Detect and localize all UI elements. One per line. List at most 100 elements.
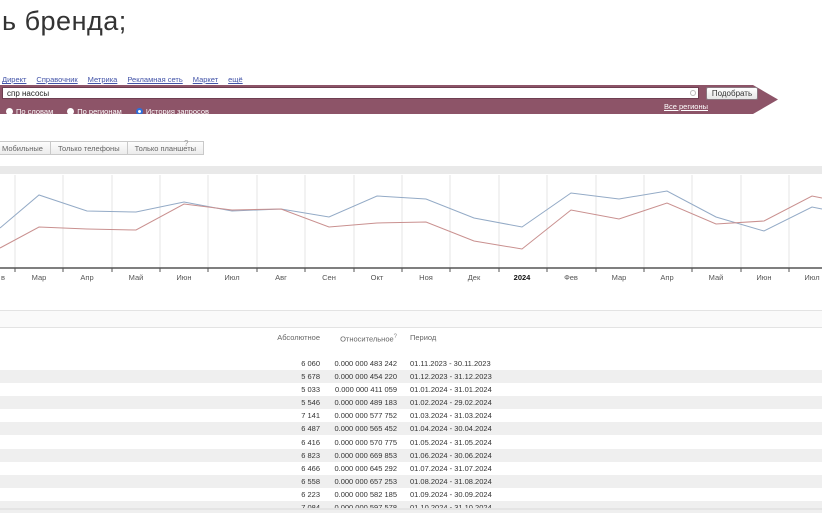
cell-relative: 0.000 000 577 752 [334,411,397,421]
chart-x-label: Апр [660,273,673,282]
cell-relative: 0.000 000 597 578 [307,501,397,513]
cell-relative: 0.000 000 489 183 [334,398,397,408]
cell-relative: 0.000 000 645 292 [334,463,397,473]
nav-link-4[interactable]: Рекламная сеть [127,75,183,84]
cell-relative: 0.000 000 570 775 [334,437,397,447]
chart-x-label: Май [709,273,724,282]
cell-relative: 0.000 000 411 059 [334,385,397,395]
cell-period: 01.09.2024 - 30.09.2024 [410,489,492,499]
cell-absolute: 6 558 [301,476,320,486]
cell-absolute: 6 060 [301,359,320,368]
cell-absolute: 5 033 [301,385,320,395]
device-tab-1[interactable]: Мобильные [0,141,51,155]
chart-x-label: 2024 [514,273,532,282]
chart-x-label: Апр [80,273,93,282]
search-mode-3[interactable]: История запросов [135,101,209,116]
radio-selected-icon[interactable] [135,108,143,114]
top-nav: Директ Справочник Метрика Рекламная сеть Мар… [2,69,253,87]
cell-relative: 0.000 000 582 185 [334,489,397,499]
cell-absolute: 6 487 [301,424,320,434]
nav-link-6[interactable]: ещё [228,75,243,84]
table-row: 6 416 0.000 000 570 775 01.05.2024 - 31.05… [0,436,822,449]
cell-period: 01.08.2024 - 31.08.2024 [410,476,492,486]
chart-x-label: Мар [612,273,627,282]
chart-x-label: Дек [468,273,481,282]
cell-relative: 0.000 000 669 853 [334,450,397,460]
cell-absolute: 5 678 [301,372,320,382]
search-mode-label: По регионам [77,107,122,116]
col-header-period: Период [410,333,437,342]
table-row: 6 223 0.000 000 582 185 01.09.2024 - 30.09… [0,488,822,501]
table-row: 5 678 0.000 000 454 220 01.12.2023 - 31.12… [0,370,822,384]
table-row: 6 487 0.000 000 565 452 01.04.2024 - 30.04… [0,422,822,436]
search-mode-label: История запросов [145,107,209,116]
cell-relative: 0.000 000 454 220 [334,372,397,382]
chart-x-label: Июн [756,273,771,282]
chart-x-label: Май [129,273,144,282]
chart-series-red-line [0,195,822,250]
chart-x-label: Сен [322,273,336,282]
table-row: 6 060 0.000 000 483 242 01.11.2023 - 30.11… [0,357,822,370]
bottom-divider [0,508,822,510]
cell-absolute: 6 823 [301,450,320,460]
radio-icon[interactable] [67,108,75,114]
device-tab-3[interactable]: Только планшеты [127,141,205,155]
table-row: 7 0840.000 000 597 578 01.10.2024 - 31.10… [0,500,822,513]
cell-period: 01.07.2024 - 31.07.2024 [410,463,492,473]
col-header-relative: Относительное? [340,334,397,344]
chart-x-label: в [1,273,5,282]
search-input[interactable] [2,87,699,99]
chart-x-label: Мар [32,273,47,282]
search-mode-radios: По словам По регионам История запросов [6,101,223,114]
cell-period: 01.01.2024 - 31.01.2024 [410,385,492,395]
table-header-row: Абсолютное Относительное? Период [0,331,822,344]
cell-period: 01.06.2024 - 30.06.2024 [410,450,492,460]
nav-link-3[interactable]: Метрика [87,75,118,84]
submit-button[interactable]: Подобрать [706,87,758,100]
radio-icon[interactable] [6,108,13,114]
chart-series-blue-line [0,190,822,232]
cell-period: 01.03.2024 - 31.03.2024 [410,411,492,421]
chart-x-label: Июн [176,273,191,282]
cell-period: 01.10.2024 - 31.10.2024 [410,501,630,513]
tabs-help-icon[interactable]: ? [184,139,189,148]
chart-x-label: Окт [371,273,384,282]
nav-link-1[interactable]: Директ [2,75,27,84]
cell-period: 01.11.2023 - 30.11.2023 [410,359,491,368]
chart-top-bar [0,166,822,174]
table-row: 5 546 0.000 000 489 183 01.02.2024 - 29.02… [0,396,822,410]
search-mode-1[interactable]: По словам [6,101,54,116]
cell-period: 01.02.2024 - 29.02.2024 [410,398,492,408]
table-row: 6 823 0.000 000 669 853 01.06.2024 - 30.06… [0,448,822,462]
device-tabs: Мобильные Только телефоны Только планшеты [0,138,205,155]
cell-absolute: 7 084 [230,501,320,513]
cell-absolute: 6 416 [301,437,320,447]
all-regions-link[interactable]: Все регионы [664,102,708,111]
table-row: 6 466 0.000 000 645 292 01.07.2024 - 31.07… [0,462,822,475]
search-banner: Подобрать По словам По регионам История за… [0,85,778,114]
cell-absolute: 6 223 [301,489,320,499]
cell-absolute: 6 466 [301,463,320,473]
cell-absolute: 7 141 [301,411,320,421]
table-row: 5 033 0.000 000 411 059 01.01.2024 - 31.01… [0,383,822,396]
history-chart: в Мар Апр Май Июн Июл Авг Сен Окт Ноя Дек 2024 Фев Ма… [0,175,822,282]
chart-x-label: Июл [224,273,239,282]
page-title: ь бренда; [2,6,127,36]
search-mode-2[interactable]: По регионам [67,101,122,116]
nav-link-2[interactable]: Справочник [36,75,78,84]
relative-help-icon[interactable]: ? [393,334,397,340]
chart-x-label: Июл [804,273,819,282]
cell-period: 01.04.2024 - 30.04.2024 [410,424,492,434]
search-mode-label: По словам [16,107,54,116]
cell-relative: 0.000 000 483 242 [334,359,397,368]
nav-link-5[interactable]: Маркет [192,75,219,84]
device-tab-2[interactable]: Только телефоны [50,141,128,155]
col-header-absolute: Абсолютное [277,333,320,342]
cell-period: 01.12.2023 - 31.12.2023 [410,372,492,382]
table-toolbar-band [0,310,822,328]
chart-x-label: Авг [275,273,287,282]
chart-x-label: Ноя [419,273,433,282]
clear-icon[interactable] [690,90,696,96]
cell-relative: 0.000 000 565 452 [334,424,397,434]
